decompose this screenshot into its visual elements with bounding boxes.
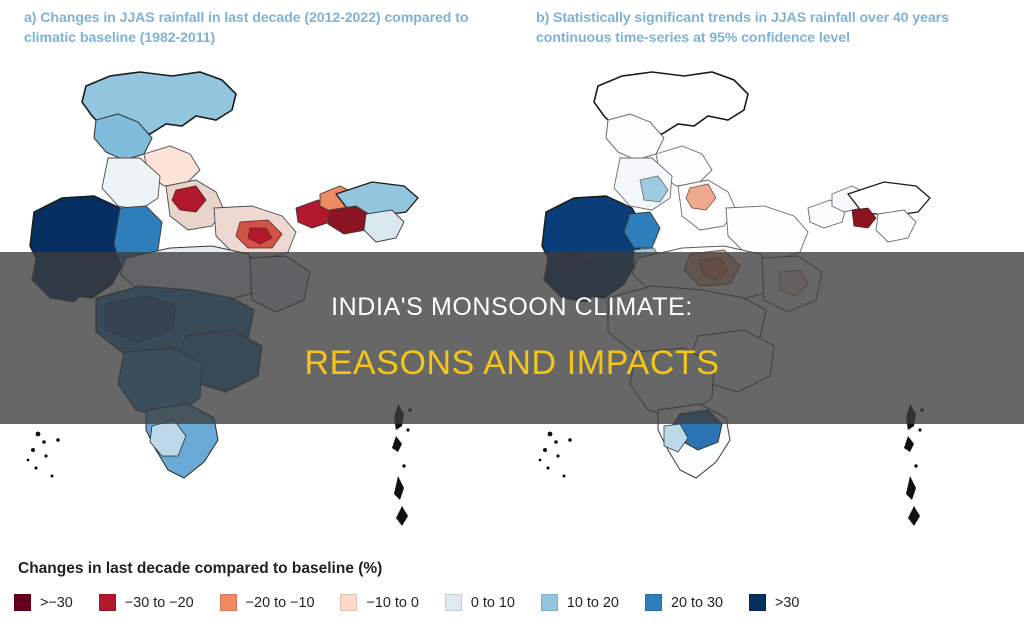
district-group-kerala [663, 423, 689, 453]
district-group-meghalaya-tripura [851, 207, 877, 229]
panel-b-title: b) Statistically significant trends in J… [536, 10, 949, 47]
legend-label: >30 [774, 594, 800, 611]
overlay-banner: INDIA'S MONSOON CLIMATE: REASONS AND IMP… [0, 252, 1024, 424]
district-hotspot-positive-punjab [639, 175, 669, 203]
lakshadweep-islands [538, 431, 572, 478]
legend-item[interactable]: 10 to 20 [540, 594, 619, 611]
lakshadweep-islands [26, 431, 60, 478]
district-hotspot-negative-up [685, 183, 717, 211]
district-hotspot-negative-bihar-core [247, 227, 273, 245]
legend-item[interactable]: >−30 [14, 594, 73, 611]
legend-label: >−30 [40, 594, 73, 611]
district-group-manipur-mizoram [875, 209, 917, 243]
legend: Changes in last decade compared to basel… [0, 552, 1024, 627]
district-hotspot-negative-up [171, 185, 207, 213]
legend-swatch [14, 594, 31, 611]
district-group-punjab-haryana [101, 157, 161, 211]
legend-swatch [540, 594, 558, 611]
overlay-title-line1: INDIA'S MONSOON CLIMATE: [331, 293, 693, 321]
legend-swatch [444, 594, 462, 611]
legend-swatch [340, 594, 358, 611]
legend-label: 20 to 30 [670, 594, 723, 611]
overlay-title-line2: REASONS AND IMPACTS [304, 344, 720, 382]
legend-swatch [219, 594, 237, 611]
legend-item[interactable]: 20 to 30 [644, 594, 723, 611]
legend-swatch [644, 594, 662, 611]
legend-item[interactable]: >30 [748, 594, 800, 611]
legend-item[interactable]: −30 to −20 [98, 594, 194, 611]
legend-title: Changes in last decade compared to basel… [18, 560, 383, 577]
legend-item[interactable]: −20 to −10 [219, 594, 315, 611]
legend-item[interactable]: −10 to 0 [340, 594, 419, 611]
legend-swatch [98, 594, 116, 611]
legend-label: −10 to 0 [366, 594, 419, 611]
district-group-manipur-mizoram [363, 209, 405, 243]
legend-label: 10 to 20 [566, 594, 619, 611]
legend-label: −30 to −20 [124, 594, 194, 611]
legend-swatch [748, 594, 766, 611]
legend-label: −20 to −10 [245, 594, 315, 611]
legend-item[interactable]: 0 to 10 [444, 594, 515, 611]
legend-items: >−30 −30 to −20 −20 to −10 −10 to 0 0 to 10 1… [14, 594, 825, 611]
legend-label: 0 to 10 [470, 594, 515, 611]
panel-a-title: a) Changes in JJAS rainfall in last deca… [24, 10, 469, 47]
panel-titles: a) Changes in JJAS rainfall in last deca… [0, 0, 1024, 62]
